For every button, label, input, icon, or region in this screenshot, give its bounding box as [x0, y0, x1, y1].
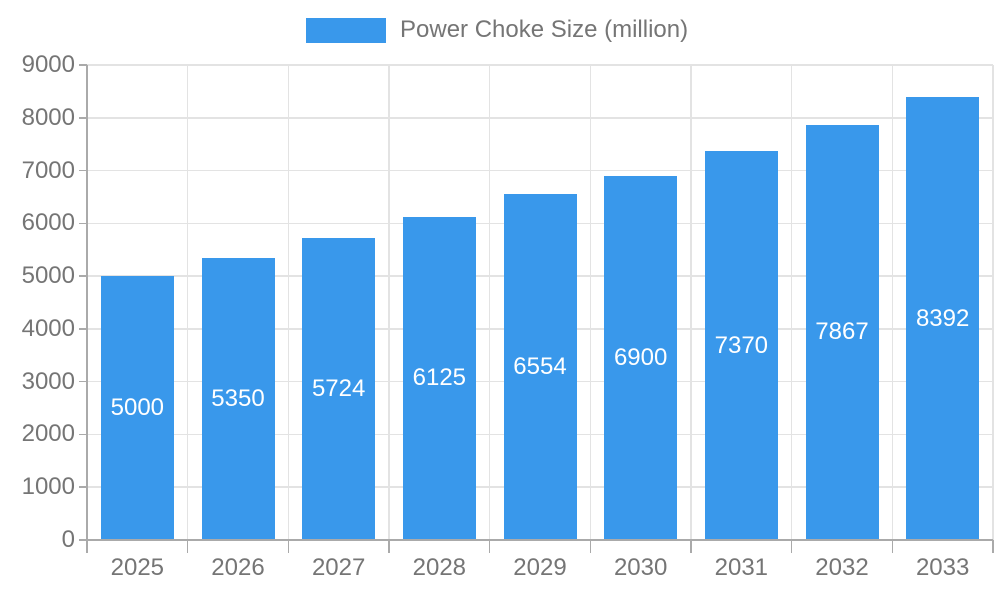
x-axis-tick — [992, 540, 994, 553]
x-axis-tick — [488, 540, 491, 553]
legend-item[interactable]: Power Choke Size (million) — [306, 16, 688, 44]
x-axis-label: 2031 — [714, 554, 769, 581]
bar[interactable] — [503, 194, 577, 540]
x-gridline — [992, 65, 994, 540]
y-axis-tick — [79, 169, 87, 172]
x-axis-tick — [589, 540, 592, 553]
bar[interactable] — [906, 97, 980, 540]
x-axis-label: 2030 — [613, 554, 668, 581]
x-axis-tick — [186, 540, 189, 553]
x-axis-label: 2029 — [513, 554, 567, 581]
x-axis-tick — [287, 540, 290, 553]
bar[interactable] — [704, 151, 778, 540]
x-axis-label: 2033 — [915, 554, 970, 581]
x-axis-label: 2028 — [412, 554, 467, 581]
x-axis-label: 2032 — [815, 554, 869, 581]
x-axis-line — [79, 539, 993, 541]
bar-value-label: 6125 — [412, 364, 467, 392]
bar-value-label: 5724 — [311, 374, 366, 402]
y-axis-tick — [79, 275, 87, 277]
y-axis-tick — [79, 328, 87, 330]
y-axis-label: 2000 — [21, 420, 75, 448]
bar[interactable] — [805, 124, 879, 540]
x-gridline — [891, 65, 894, 540]
y-axis-label: 3000 — [21, 367, 75, 395]
y-gridline — [87, 117, 993, 119]
y-axis-label: 4000 — [21, 314, 75, 342]
y-axis-tick — [79, 222, 87, 225]
x-axis-label: 2027 — [311, 554, 366, 581]
bar[interactable] — [302, 237, 376, 540]
x-axis-label: 2026 — [211, 554, 265, 581]
y-gridline — [87, 64, 993, 66]
bar-value-label: 7370 — [714, 331, 769, 359]
y-axis-tick — [79, 486, 87, 488]
x-gridline — [388, 65, 390, 540]
x-gridline — [186, 65, 189, 540]
x-gridline — [589, 65, 592, 540]
y-axis-tick — [79, 117, 87, 119]
legend-swatch — [306, 17, 386, 43]
bar-value-label: 5350 — [211, 384, 265, 412]
bar-value-label: 8392 — [915, 304, 970, 332]
x-axis-tick — [891, 540, 894, 553]
x-axis-tick — [690, 540, 692, 553]
y-axis-label: 7000 — [21, 156, 75, 184]
bar-value-label: 6554 — [513, 353, 567, 381]
y-axis-label: 6000 — [21, 209, 75, 237]
bar[interactable] — [604, 175, 678, 540]
y-axis-tick — [79, 64, 87, 66]
x-axis-tick — [790, 540, 793, 553]
y-axis-label: 9000 — [21, 51, 75, 78]
bar-value-label: 6900 — [613, 343, 668, 371]
y-axis-tick — [79, 433, 87, 436]
plot-area: 0 1000 2000 3000 4000 5000 6000 7000 8000 9000 500… — [22, 52, 994, 581]
bar[interactable] — [402, 216, 476, 540]
x-gridline — [690, 65, 692, 540]
y-axis-label: 5000 — [21, 262, 75, 290]
bar-value-label: 7867 — [815, 318, 869, 346]
legend-label: Power Choke Size (million) — [400, 16, 689, 43]
x-gridline — [790, 65, 793, 540]
bar[interactable] — [201, 257, 275, 540]
x-gridline — [287, 65, 290, 540]
y-axis-line — [86, 65, 88, 553]
bar-value-label: 5000 — [110, 394, 165, 422]
x-axis-label: 2025 — [110, 554, 165, 581]
y-axis-tick — [79, 380, 87, 383]
y-gridline — [87, 169, 993, 172]
y-axis-label: 0 — [61, 526, 75, 553]
y-axis-label: 1000 — [21, 473, 75, 501]
x-axis-tick — [388, 540, 390, 553]
bar[interactable] — [100, 276, 174, 540]
y-axis-label: 8000 — [21, 103, 75, 131]
x-gridline — [488, 65, 491, 540]
